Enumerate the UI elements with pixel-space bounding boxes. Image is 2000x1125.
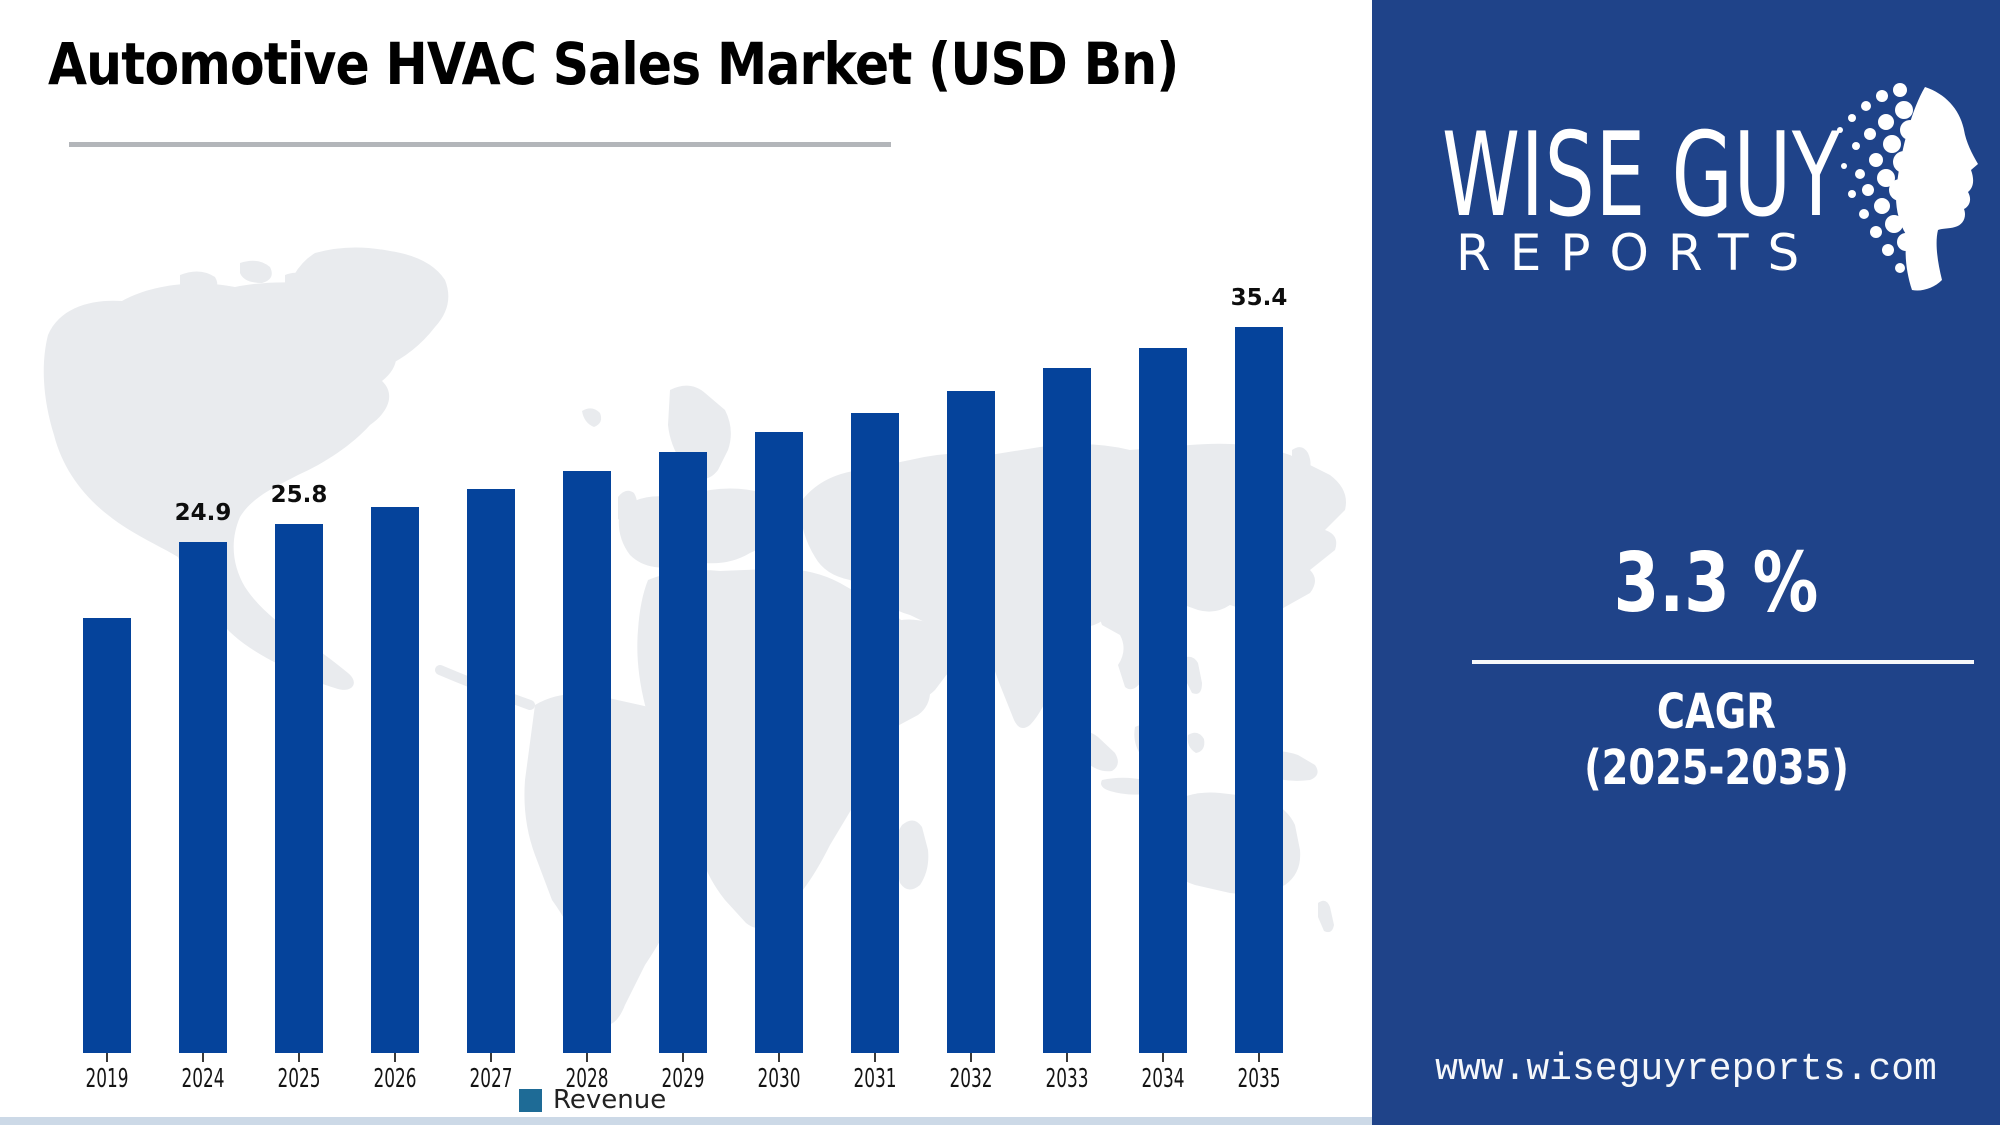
x-axis-tick — [874, 1053, 876, 1062]
bar-2019 — [83, 618, 131, 1053]
bar-2032 — [947, 391, 995, 1053]
bar-2033 — [1043, 368, 1091, 1053]
bar-2024 — [179, 542, 227, 1053]
x-axis-tick — [1162, 1053, 1164, 1062]
title-underline — [69, 142, 891, 147]
bar-2031 — [851, 413, 899, 1053]
x-axis-label: 2032 — [949, 1064, 993, 1094]
logo-subtitle: REPORTS — [1456, 224, 1819, 282]
bar-value-label: 25.8 — [270, 482, 328, 508]
x-axis-label: 2033 — [1045, 1064, 1089, 1094]
bar-value-label: 24.9 — [174, 500, 232, 526]
cagr-value: 3.3 % — [1613, 536, 1819, 631]
x-axis-tick — [586, 1053, 588, 1062]
bar-2029 — [659, 452, 707, 1053]
x-axis-tick — [1258, 1053, 1260, 1062]
brain-head-icon — [1837, 83, 1978, 291]
x-axis-label: 2019 — [85, 1064, 129, 1094]
bar-2025 — [275, 524, 323, 1053]
x-axis-tick — [778, 1053, 780, 1062]
bar-2026 — [371, 507, 419, 1053]
x-axis-tick — [490, 1053, 492, 1062]
cagr-range: (2025-2035) — [1583, 740, 1849, 796]
x-axis-tick — [682, 1053, 684, 1062]
bar-2035 — [1235, 327, 1283, 1053]
bar-2027 — [467, 489, 515, 1053]
x-axis-tick — [1066, 1053, 1068, 1062]
x-axis-tick — [298, 1053, 300, 1062]
legend-label: Revenue — [553, 1085, 667, 1115]
bottom-strip — [0, 1117, 1372, 1125]
bar-2034 — [1139, 348, 1187, 1053]
x-axis-label: 2027 — [469, 1064, 513, 1094]
legend-swatch — [519, 1088, 542, 1112]
x-axis-label: 2028 — [565, 1064, 609, 1094]
logo-title: WISE GUY — [1442, 108, 1841, 243]
x-axis-label: 2026 — [373, 1064, 417, 1094]
cagr-label: CAGR — [1656, 684, 1776, 740]
x-axis-tick — [970, 1053, 972, 1062]
bar-value-label: 35.4 — [1230, 285, 1288, 311]
page-title: Automotive HVAC Sales Market (USD Bn) — [48, 30, 1179, 98]
website-url: www.wiseguyreports.com — [1435, 1048, 1937, 1091]
x-axis-tick — [106, 1053, 108, 1062]
bar-2028 — [563, 471, 611, 1053]
x-axis-tick — [202, 1053, 204, 1062]
logo: WISE GUY REPORTS — [1438, 78, 1978, 300]
chart-area: Automotive HVAC Sales Market (USD Bn) — [0, 30, 1372, 1125]
x-axis-label: 2035 — [1237, 1064, 1281, 1094]
legend: Revenue — [519, 1085, 666, 1115]
x-axis-label: 2024 — [181, 1064, 225, 1094]
side-panel: WISE GUY REPORTS — [1372, 0, 2000, 1125]
x-axis-label: 2029 — [661, 1064, 705, 1094]
x-axis-tick — [394, 1053, 396, 1062]
x-axis-label: 2030 — [757, 1064, 801, 1094]
x-axis-label: 2031 — [853, 1064, 897, 1094]
x-axis-label: 2034 — [1141, 1064, 1185, 1094]
x-axis-label: 2025 — [277, 1064, 321, 1094]
bar-plot: 2019 24.9 2024 25.8 2025 2026 2027 2028 2029 2030… — [83, 285, 1288, 1094]
cagr-divider — [1472, 660, 1974, 664]
bar-2030 — [755, 432, 803, 1053]
